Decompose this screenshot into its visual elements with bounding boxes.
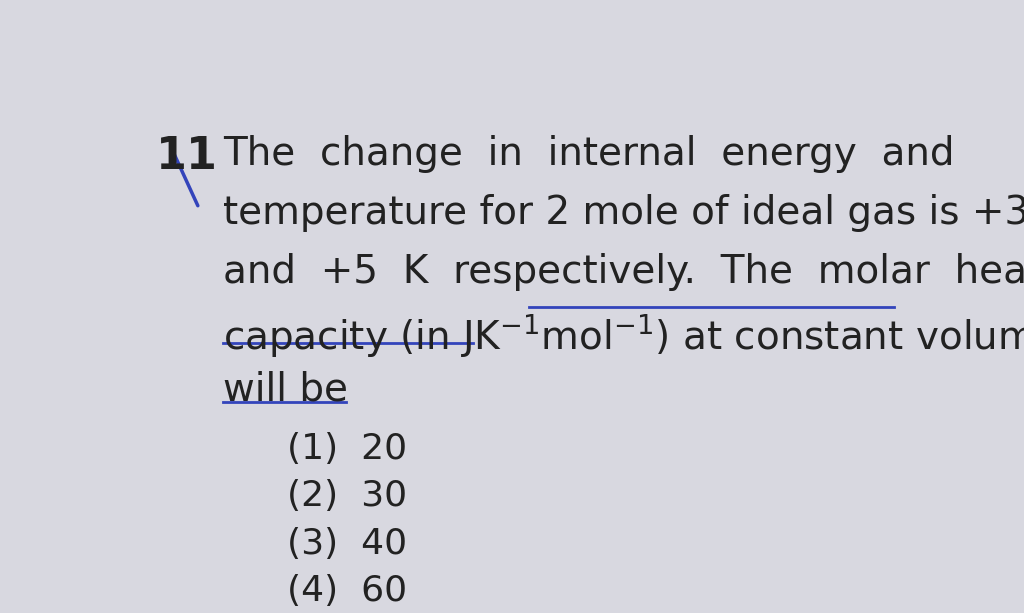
Text: and  +5  K  respectively.  The  molar  heat: and +5 K respectively. The molar heat xyxy=(223,253,1024,291)
Text: capacity (in JK$^{-1}$mol$^{-1}$) at constant volume: capacity (in JK$^{-1}$mol$^{-1}$) at con… xyxy=(223,312,1024,359)
Text: temperature for 2 mole of ideal gas is +300 J: temperature for 2 mole of ideal gas is +… xyxy=(223,194,1024,232)
Text: (3)  40: (3) 40 xyxy=(287,527,407,561)
Text: (4)  60: (4) 60 xyxy=(287,574,407,608)
Text: will be: will be xyxy=(223,371,348,409)
Text: 11: 11 xyxy=(156,135,218,178)
Text: (2)  30: (2) 30 xyxy=(287,479,407,514)
Text: (1)  20: (1) 20 xyxy=(287,432,407,466)
Text: The  change  in  internal  energy  and: The change in internal energy and xyxy=(223,135,954,173)
